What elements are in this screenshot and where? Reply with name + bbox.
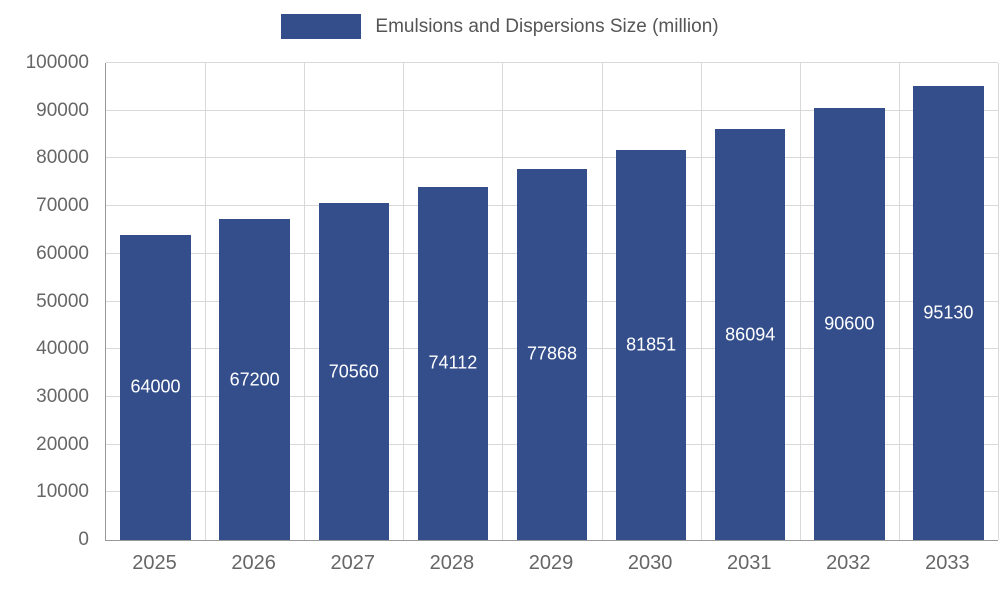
v-gridline: [205, 63, 207, 540]
h-gridline: [106, 62, 998, 63]
y-axis-tick-label: 30000: [36, 385, 89, 407]
legend-swatch: [281, 14, 362, 39]
bar-value-label: 70560: [328, 361, 379, 382]
y-axis-tick-label: 0: [78, 529, 89, 550]
v-gridline: [998, 63, 999, 540]
v-gridline: [898, 63, 900, 540]
h-gridline: [106, 157, 998, 159]
y-axis-tick-label: 50000: [36, 290, 89, 312]
bar-value-label: 64000: [130, 376, 181, 397]
x-axis-tick-label: 2032: [826, 552, 871, 574]
legend-label: Emulsions and Dispersions Size (million): [375, 15, 719, 37]
bar-2033: 95130: [913, 86, 984, 540]
bar-value-label: 86094: [725, 324, 776, 345]
plot-area: 64000 67200 70560 74112 77868 81851 86094 90600…: [105, 62, 999, 541]
x-axis-tick-label: 2029: [528, 552, 574, 574]
x-axis: 2025 2026 2027 2028 2029 2030 2031 2032 2033: [105, 552, 997, 575]
y-axis-tick-label: 40000: [36, 338, 89, 360]
y-axis-tick-label: 60000: [36, 242, 89, 264]
bar-value-label: 81851: [626, 334, 677, 355]
x-axis-tick-label: 2026: [231, 552, 276, 574]
v-gridline: [502, 63, 504, 540]
bar-value-label: 67200: [229, 369, 280, 390]
bar-2032: 90600: [814, 107, 885, 540]
bar-2025: 64000: [120, 234, 191, 540]
x-axis-tick-label: 2030: [627, 552, 673, 574]
bar-2027: 70560: [318, 203, 389, 540]
bar-2029: 77868: [516, 168, 588, 540]
v-gridline: [601, 63, 603, 540]
bar-value-label: 74112: [428, 352, 478, 373]
v-gridline: [799, 63, 801, 540]
x-axis-tick-label: 2033: [925, 552, 970, 574]
y-axis-tick-label: 20000: [36, 433, 89, 455]
v-gridline: [700, 63, 702, 540]
y-axis-tick-label: 90000: [36, 99, 89, 121]
bar-2028: 74112: [417, 186, 489, 540]
bar-value-label: 77868: [526, 343, 578, 364]
y-axis-tick-label: 100000: [25, 52, 89, 73]
chart-legend: Emulsions and Dispersions Size (million): [0, 14, 1000, 39]
y-axis-tick-label: 80000: [36, 147, 89, 169]
y-axis: 0 10000 20000 30000 40000 50000 60000 70000 8000…: [0, 52, 97, 550]
bar-2026: 67200: [219, 219, 290, 540]
v-gridline: [304, 63, 306, 540]
x-axis-tick-label: 2031: [726, 552, 772, 574]
x-axis-tick-label: 2025: [132, 552, 177, 574]
y-axis-tick-label: 10000: [36, 481, 89, 503]
bar-value-label: 95130: [923, 302, 974, 323]
bar-2031: 86094: [715, 129, 786, 540]
x-axis-tick-label: 2028: [429, 552, 475, 574]
h-gridline: [106, 109, 998, 111]
bar-2030: 81851: [615, 149, 687, 540]
v-gridline: [403, 63, 405, 540]
y-axis-tick-label: 70000: [36, 195, 89, 217]
x-axis-tick-label: 2027: [330, 552, 376, 574]
bar-value-label: 90600: [824, 313, 875, 334]
